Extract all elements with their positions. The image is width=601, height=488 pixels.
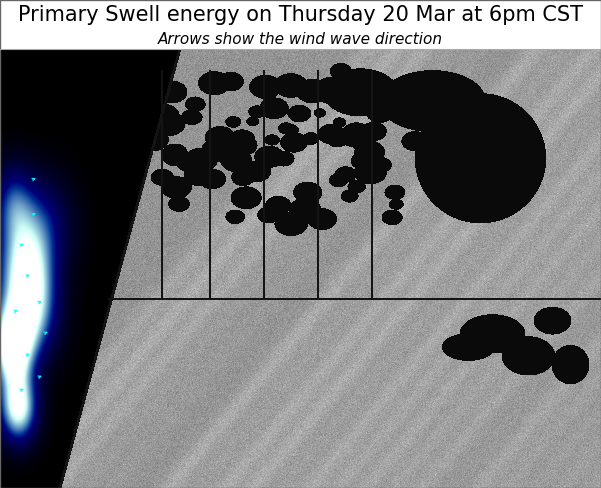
Text: Primary Swell energy on Thursday 20 Mar at 6pm CST: Primary Swell energy on Thursday 20 Mar … xyxy=(18,5,583,24)
Text: Arrows show the wind wave direction: Arrows show the wind wave direction xyxy=(158,32,443,46)
